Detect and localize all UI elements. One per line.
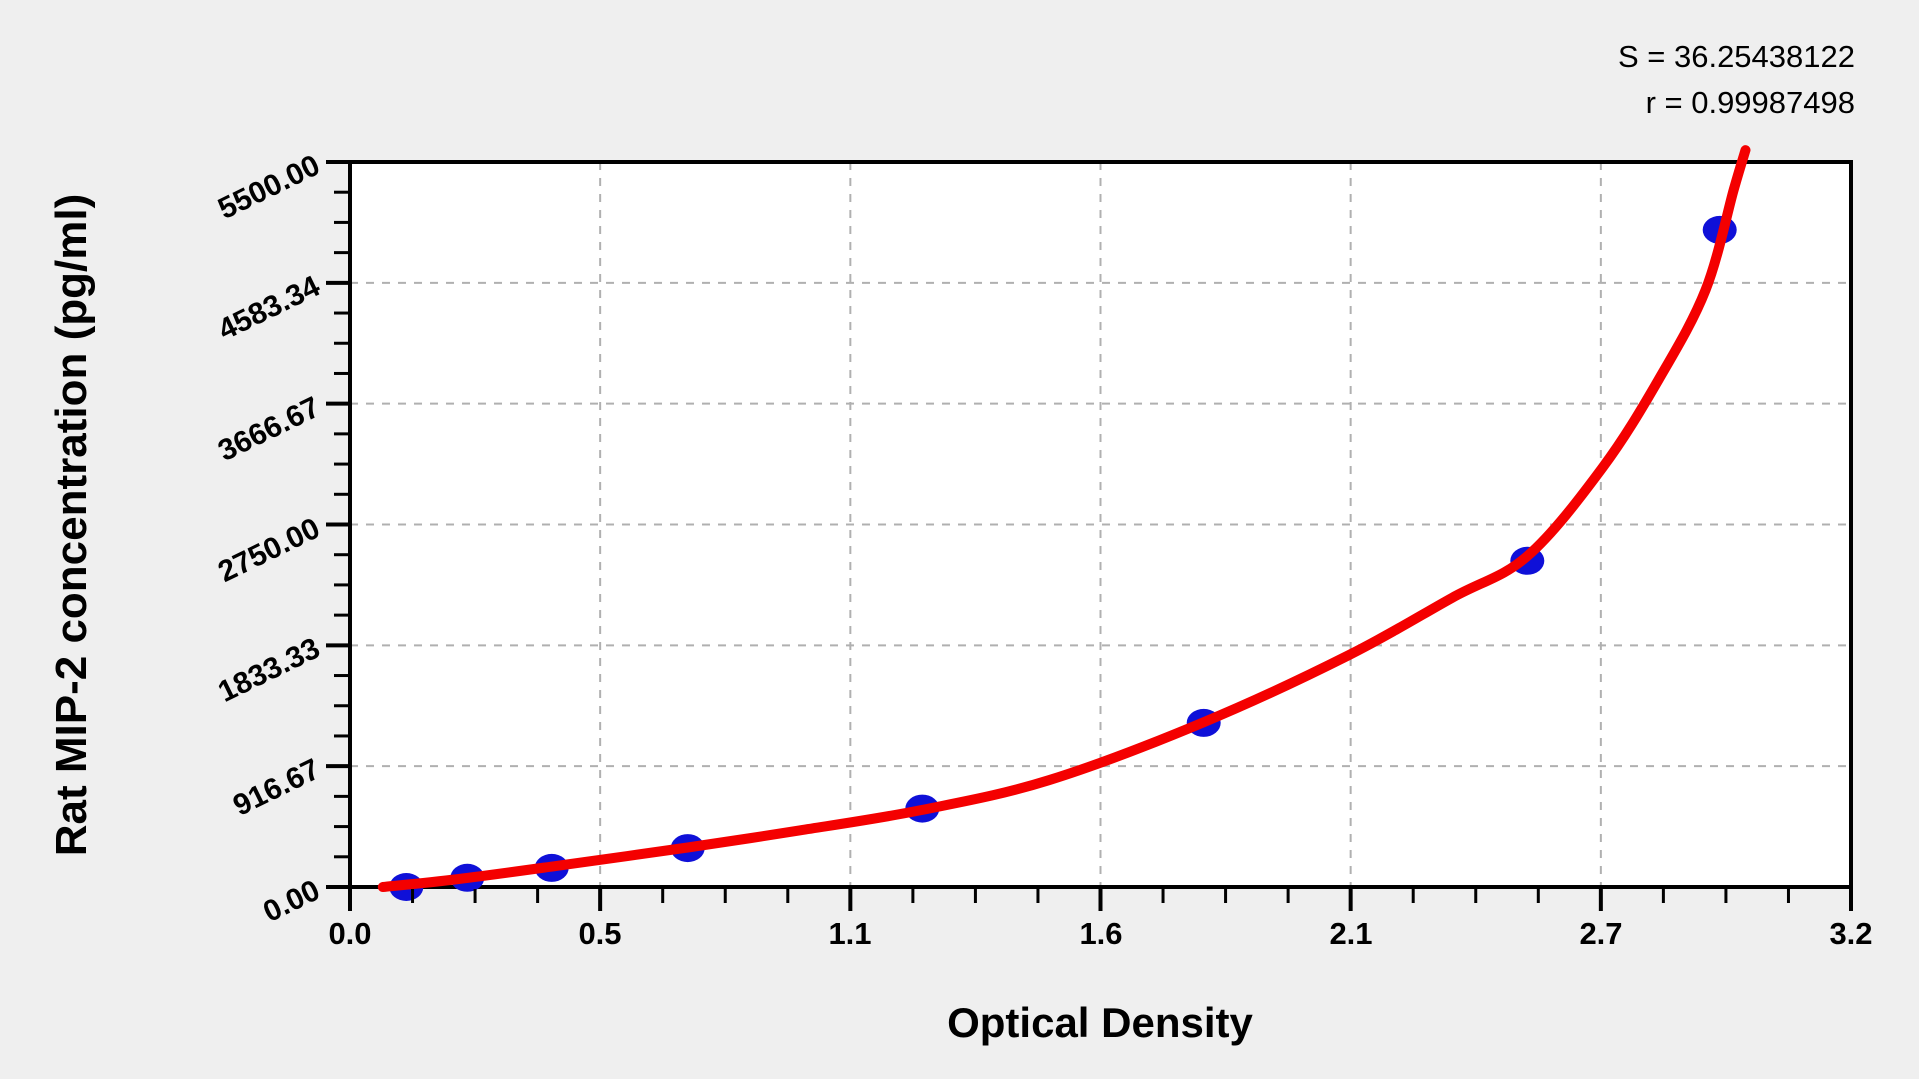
fit-statistics: S = 36.25438122 r = 0.99987498 xyxy=(1618,34,1855,126)
x-tick-label: 0.5 xyxy=(578,916,622,951)
x-tick-label: 1.1 xyxy=(828,916,872,951)
plot-border xyxy=(348,160,1853,889)
r-value-text: r = 0.99987498 xyxy=(1645,85,1855,120)
x-tick-label: 2.7 xyxy=(1579,916,1623,951)
fit-curve xyxy=(377,145,1751,892)
x-tick-label: 2.1 xyxy=(1329,916,1373,951)
s-value-text: S = 36.25438122 xyxy=(1617,39,1855,74)
x-tick-label: 1.6 xyxy=(1079,916,1123,951)
x-axis-title: Optical Density xyxy=(947,999,1253,1046)
x-tick-label: 0.0 xyxy=(328,916,372,951)
x-tick-label: 3.2 xyxy=(1829,916,1873,951)
